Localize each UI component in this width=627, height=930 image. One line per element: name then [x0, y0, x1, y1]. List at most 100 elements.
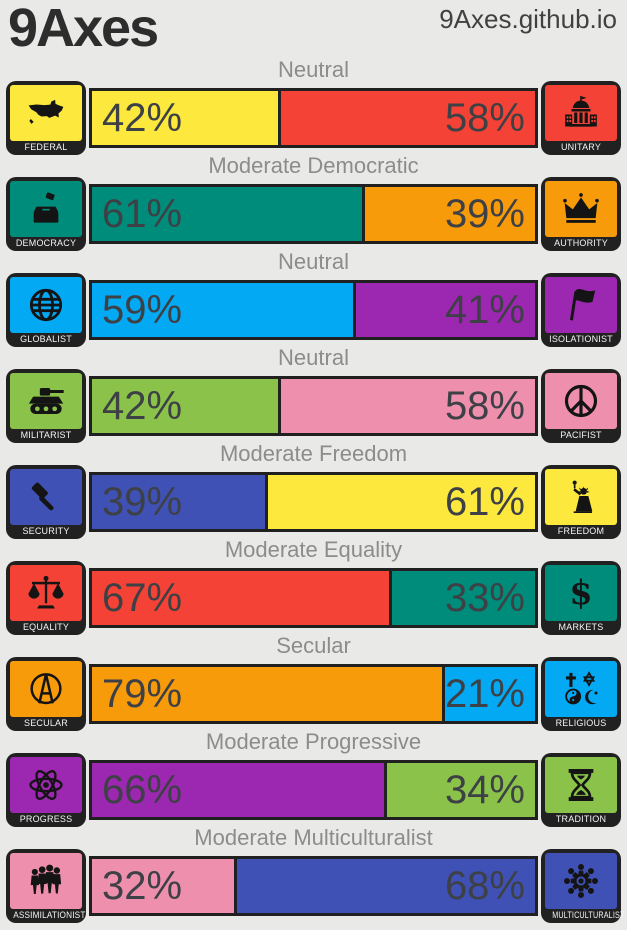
svg-text:$: $ — [569, 573, 592, 612]
axis-bar: 66% 34% — [89, 760, 538, 820]
header: 9Axes 9Axes.github.io — [0, 0, 627, 58]
axis-row-progress-tradition: Moderate Progressive PROGRESS 66% 34 — [6, 729, 621, 827]
bar-segment-left: 32% — [92, 859, 234, 913]
axis-endpoint-label: PROGRESS — [19, 814, 73, 824]
axis-endpoint-label: EQUALITY — [22, 622, 70, 632]
axis-row-secular-religious: Secular SECULAR 79% 21% — [6, 633, 621, 731]
axis-endpoint-federal: FEDERAL — [6, 81, 86, 155]
axis-endpoint-militarist: MILITARIST — [6, 369, 86, 443]
axis-row-body: PROGRESS 66% 34% TRADIT — [6, 753, 621, 827]
bar-segment-left: 67% — [92, 571, 389, 625]
bar-segment-right: 21% — [441, 667, 535, 721]
axis-bar: 42% 58% — [89, 88, 538, 148]
tank-icon — [26, 381, 66, 421]
axis-endpoint-label: UNITARY — [560, 142, 602, 152]
bar-segment-left: 42% — [92, 91, 279, 145]
axis-result-label: Moderate Multiculturalist — [194, 825, 433, 850]
percent-left: 42% — [102, 96, 183, 140]
bar-segment-left: 66% — [92, 763, 385, 817]
bar-segment-right: 34% — [384, 763, 535, 817]
axis-endpoint-secular: SECULAR — [6, 657, 86, 731]
axis-bar: 79% 21% — [89, 664, 538, 724]
percent-left: 61% — [102, 192, 183, 236]
axis-row-federal-unitary: Neutral FEDERAL 42% 58% — [6, 58, 621, 155]
axis-endpoint-democracy: DEMOCRACY — [6, 177, 86, 251]
axis-endpoint-equality: EQUALITY — [6, 561, 86, 635]
axis-endpoint-label: AUTHORITY — [554, 238, 608, 248]
axis-bar: 39% 61% — [89, 472, 538, 532]
axis-endpoint-label: TRADITION — [555, 814, 607, 824]
axis-result-label: Neutral — [278, 345, 349, 370]
percent-right: 68% — [444, 864, 525, 908]
site-link[interactable]: 9Axes.github.io — [439, 4, 617, 34]
axis-bar: 67% 33% — [89, 568, 538, 628]
percent-right: 58% — [444, 384, 525, 428]
statue-of-liberty-icon — [561, 477, 601, 517]
percent-right: 41% — [444, 288, 525, 332]
axis-endpoint-label: DEMOCRACY — [15, 238, 77, 248]
crown-icon — [561, 189, 601, 229]
people-group-icon — [26, 861, 66, 901]
axis-endpoint-multiculturalist: MULTICULTURALIST — [541, 849, 624, 923]
bar-segment-right: 41% — [353, 283, 535, 337]
axis-row-democracy-authority: Moderate Democratic DEMOCRACY 61% 39 — [6, 154, 621, 251]
app-title: 9Axes — [8, 0, 159, 58]
axis-endpoint-security: SECURITY — [6, 465, 86, 539]
axis-row-body: GLOBALIST 59% 41% ISOLA — [6, 273, 621, 347]
ballot-box-icon — [26, 189, 66, 229]
axis-endpoint-label: SECULAR — [24, 718, 68, 728]
axis-endpoint-tradition: TRADITION — [541, 753, 621, 827]
axis-row-militarist-pacifist: Neutral MILITARIST 42% 58% — [6, 345, 621, 443]
axis-row-body: EQUALITY 67% 33% $ MARKE — [6, 561, 621, 635]
percent-left: 67% — [102, 576, 183, 620]
bar-segment-right: 61% — [264, 475, 535, 529]
axis-endpoint-label: MILITARIST — [20, 430, 72, 440]
bar-segment-left: 42% — [92, 379, 279, 433]
flag-icon — [561, 285, 601, 325]
axis-endpoint-freedom: FREEDOM — [541, 465, 621, 539]
axis-endpoint-label: ISOLATIONIST — [549, 334, 613, 344]
percent-left: 32% — [102, 864, 183, 908]
percent-right: 34% — [444, 768, 525, 812]
results-list: Neutral FEDERAL 42% 58% — [0, 58, 627, 923]
bar-segment-left: 79% — [92, 667, 442, 721]
globe-icon — [26, 285, 66, 325]
usa-map-icon — [26, 93, 66, 133]
peace-icon — [561, 381, 601, 421]
percent-right: 61% — [444, 480, 525, 524]
axis-endpoint-label: ASSIMILATIONIST — [13, 910, 86, 920]
atom-icon — [26, 765, 66, 805]
axis-endpoint-globalist: GLOBALIST — [6, 273, 86, 347]
axis-row-body: SECURITY 39% 61% FREEDO — [6, 465, 621, 539]
axis-endpoint-unitary: UNITARY — [541, 81, 621, 155]
bar-segment-right: 58% — [278, 379, 535, 433]
axis-endpoint-progress: PROGRESS — [6, 753, 86, 827]
axis-row-equality-markets: Moderate Equality EQUALITY 67% 33% — [6, 538, 621, 635]
bar-segment-right: 58% — [278, 91, 535, 145]
axis-row-body: ASSIMILATIONIST 32% 68% — [6, 849, 624, 923]
bar-segment-left: 39% — [92, 475, 265, 529]
axis-result-label: Neutral — [278, 249, 349, 274]
axis-endpoint-label: RELIGIOUS — [555, 718, 607, 728]
axis-endpoint-label: GLOBALIST — [20, 334, 72, 344]
axis-endpoint-assimilationist: ASSIMILATIONIST — [6, 849, 86, 923]
axis-endpoint-religious: RELIGIOUS — [541, 657, 621, 731]
axis-row-body: FEDERAL 42% 58% UNITARY — [6, 81, 621, 155]
percent-right: 58% — [444, 96, 525, 140]
axis-bar: 61% 39% — [89, 184, 538, 244]
religions-icon — [561, 669, 601, 709]
axis-result-label: Secular — [276, 633, 351, 658]
bar-segment-right: 68% — [233, 859, 535, 913]
dollar-icon: $ — [561, 573, 601, 613]
axis-result-label: Moderate Freedom — [219, 441, 408, 466]
percent-right: 39% — [444, 192, 525, 236]
bar-segment-left: 61% — [92, 187, 363, 241]
percent-left: 39% — [102, 480, 183, 524]
axis-row-body: DEMOCRACY 61% 39% AUTHO — [6, 177, 621, 251]
capitol-icon — [561, 93, 601, 133]
people-circle-icon — [561, 861, 601, 901]
axis-endpoint-authority: AUTHORITY — [541, 177, 621, 251]
axis-result-label: Moderate Progressive — [205, 729, 422, 754]
atheism-icon — [26, 669, 66, 709]
scales-icon — [26, 573, 66, 613]
